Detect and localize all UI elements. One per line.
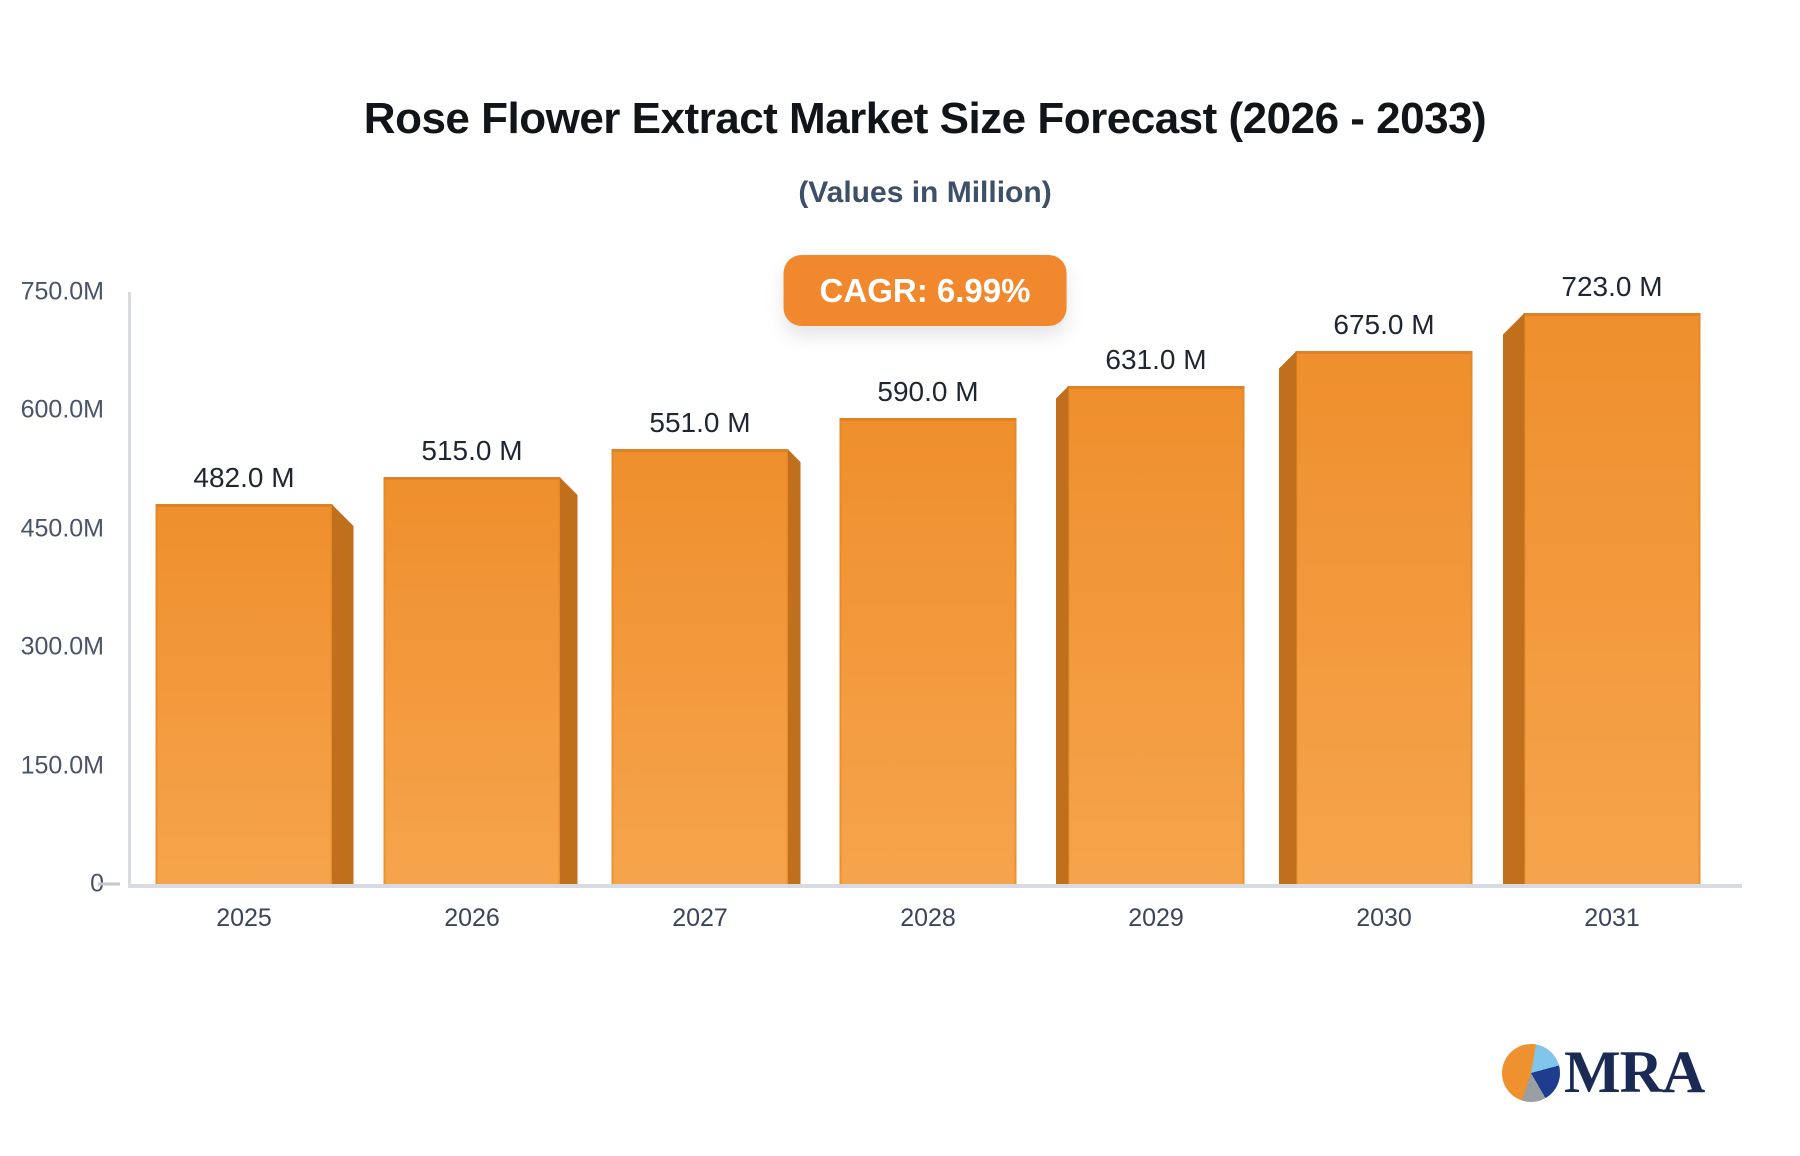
x-axis-label: 2028 bbox=[900, 904, 956, 932]
bar-slot: 515.0 M 2026 bbox=[358, 292, 586, 932]
bar-value-label: 551.0 M bbox=[649, 407, 751, 438]
chart-title: Rose Flower Extract Market Size Forecast… bbox=[363, 94, 1487, 143]
y-axis-line bbox=[128, 292, 131, 886]
bar bbox=[155, 504, 333, 884]
y-axis-label: 600.0M bbox=[20, 395, 104, 424]
y-axis-label: 450.0M bbox=[20, 514, 104, 543]
chart-subtitle: (Values in Million) bbox=[798, 176, 1052, 209]
bar-slot: 482.0 M 2025 bbox=[130, 292, 358, 932]
bar-side-face bbox=[1502, 313, 1525, 884]
bar-slot: 675.0 M 2030 bbox=[1270, 292, 1498, 932]
bar bbox=[1295, 351, 1473, 884]
bar-side-face bbox=[331, 504, 354, 884]
bar-slot: 590.0 M 2028 bbox=[814, 292, 1042, 932]
bar-chart-plot: 482.0 M 2025 515.0 M 2026 551.0 M 2027 590.0 M… bbox=[21, 271, 1742, 932]
bar bbox=[839, 418, 1017, 884]
brand-logo-text: MRA bbox=[1564, 1039, 1705, 1105]
y-axis-label: 300.0M bbox=[20, 632, 104, 661]
bars-row: 482.0 M 2025 515.0 M 2026 551.0 M 2027 590.0 M… bbox=[130, 271, 1726, 932]
y-axis-label: 150.0M bbox=[20, 751, 104, 780]
bar-value-label: 723.0 M bbox=[1561, 271, 1663, 302]
bar-slot: 631.0 M 2029 bbox=[1042, 292, 1270, 932]
pie-chart-logo-icon bbox=[1502, 1043, 1560, 1102]
bar-side-face bbox=[1055, 386, 1069, 884]
x-axis-label: 2026 bbox=[444, 904, 500, 932]
bar-slot: 551.0 M 2027 bbox=[586, 292, 814, 932]
x-axis-label: 2031 bbox=[1584, 904, 1640, 932]
bar-value-label: 515.0 M bbox=[421, 435, 523, 466]
x-axis-label: 2025 bbox=[216, 904, 272, 932]
bar-slot: 723.0 M 2031 bbox=[1498, 271, 1726, 932]
y-axis-label: 0 bbox=[90, 870, 104, 899]
brand-logo: MRA bbox=[1502, 1038, 1705, 1107]
zero-tick-mark bbox=[98, 882, 120, 886]
x-axis-baseline bbox=[128, 884, 1742, 888]
bar bbox=[1523, 313, 1701, 884]
bar-side-face bbox=[559, 477, 578, 884]
x-axis-label: 2030 bbox=[1356, 904, 1412, 932]
bar bbox=[611, 449, 789, 884]
bar-value-label: 482.0 M bbox=[193, 462, 295, 493]
bar-value-label: 675.0 M bbox=[1333, 309, 1435, 340]
bar-side-face bbox=[787, 449, 801, 884]
cagr-badge: CAGR: 6.99% bbox=[783, 255, 1067, 326]
y-axis-label: 750.0M bbox=[20, 277, 104, 306]
bar-value-label: 631.0 M bbox=[1105, 344, 1207, 375]
x-axis-label: 2027 bbox=[672, 904, 728, 932]
bar bbox=[383, 477, 561, 884]
x-axis-label: 2029 bbox=[1128, 904, 1184, 932]
bar-side-face bbox=[1278, 351, 1297, 884]
bar-value-label: 590.0 M bbox=[877, 376, 979, 407]
bar bbox=[1067, 386, 1245, 884]
